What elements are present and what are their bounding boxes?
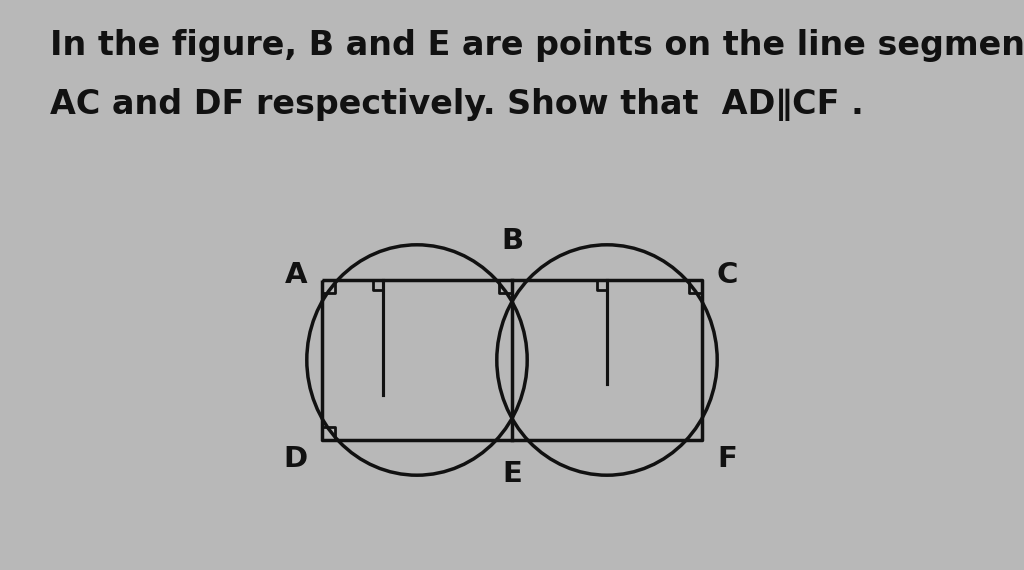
Text: B: B (501, 227, 523, 255)
Text: In the figure, B and E are points on the line segment: In the figure, B and E are points on the… (50, 28, 1024, 62)
Text: AC and DF respectively. Show that  AD∥CF .: AC and DF respectively. Show that AD∥CF … (50, 88, 864, 121)
Text: E: E (502, 460, 522, 488)
Text: C: C (717, 261, 738, 289)
Text: D: D (283, 445, 307, 473)
Text: A: A (285, 261, 307, 289)
Text: F: F (717, 445, 737, 473)
